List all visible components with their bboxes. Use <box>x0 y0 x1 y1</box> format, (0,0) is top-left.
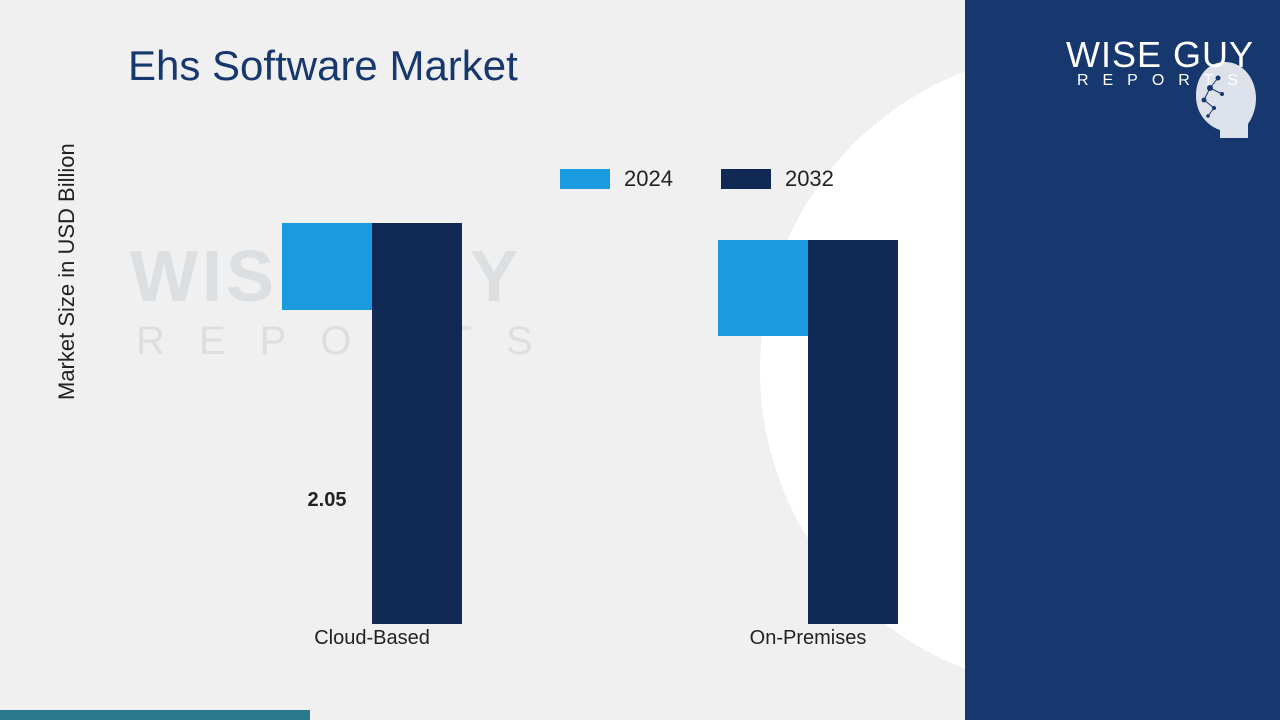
head-icon <box>1190 60 1260 140</box>
bottom-accent-bar <box>0 710 310 720</box>
category-label: Cloud-Based <box>272 627 472 650</box>
bar-group <box>708 240 908 624</box>
bar-group <box>272 223 472 624</box>
legend: 2024 2032 <box>560 166 834 192</box>
legend-item-2024: 2024 <box>560 166 673 192</box>
bar <box>808 240 898 624</box>
brand-logo: WISE GUY REPORTS <box>1066 34 1254 90</box>
legend-item-2032: 2032 <box>721 166 834 192</box>
y-axis-label: Market Size in USD Billion <box>54 143 80 400</box>
category-label: On-Premises <box>708 627 908 650</box>
legend-swatch-2032 <box>721 169 771 189</box>
legend-label-2032: 2032 <box>785 166 834 192</box>
bar <box>372 223 462 624</box>
plot-area: 2.05Cloud-BasedOn-Premises <box>110 200 970 650</box>
bar <box>282 223 372 310</box>
legend-swatch-2024 <box>560 169 610 189</box>
chart-title: Ehs Software Market <box>128 42 518 90</box>
bar <box>718 240 808 335</box>
legend-label-2024: 2024 <box>624 166 673 192</box>
chart-canvas: WISE GUY REPORTS WISE GUY REPORTS Ehs So… <box>0 0 1280 720</box>
